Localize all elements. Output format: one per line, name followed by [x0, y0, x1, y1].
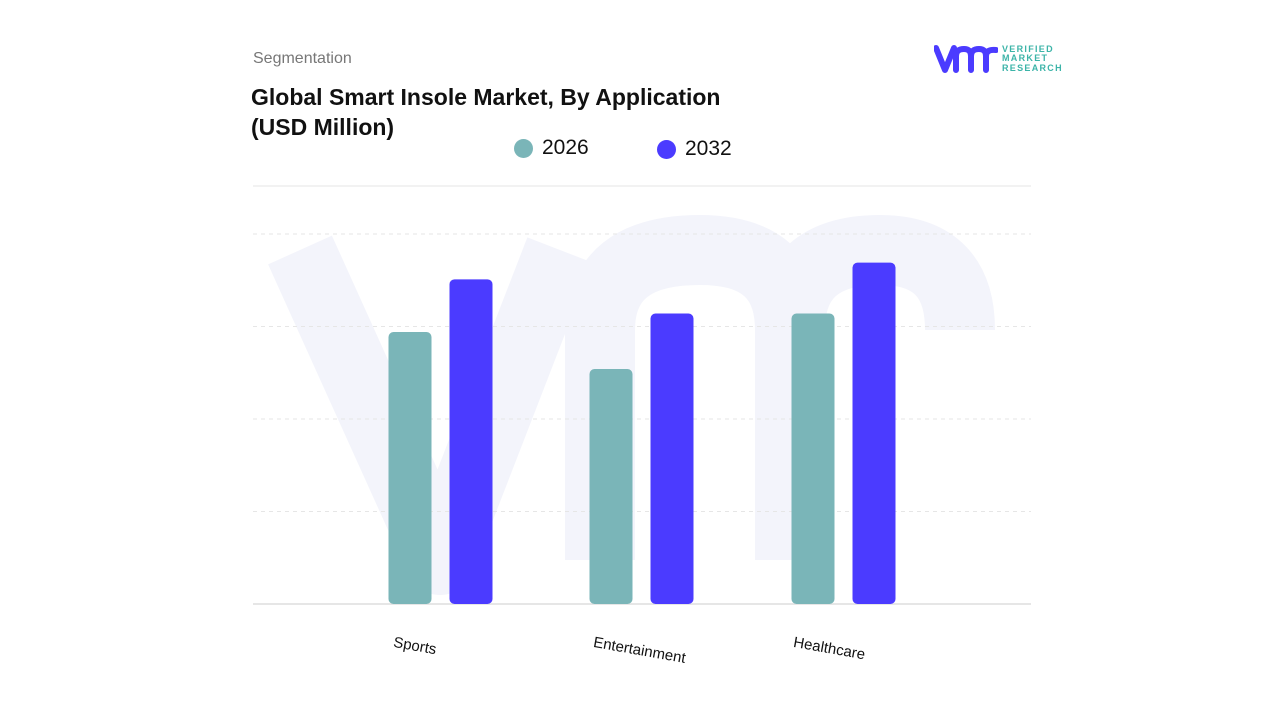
chart-title-main: Global Smart Insole Market, By Applicati… — [251, 84, 721, 110]
bar-sports-2032 — [449, 279, 493, 604]
legend-label-2032: 2032 — [685, 137, 732, 160]
logo-text: VERIFIED MARKET RESEARCH — [1002, 43, 1063, 74]
logo: VERIFIED MARKET RESEARCH — [934, 44, 1063, 74]
chart-subtitle: (USD Million) — [251, 114, 395, 140]
bar-sports-2026 — [388, 332, 432, 604]
vmr-logo-icon — [934, 45, 998, 73]
legend-item-2026: 2026 — [514, 136, 589, 160]
chart-title: Global Smart Insole Market, By Applicati… — [251, 82, 720, 142]
legend-dot-2026 — [514, 138, 533, 158]
bar-healthcare-2026 — [791, 313, 835, 604]
logo-line1: VERIFIED — [1002, 43, 1054, 54]
bar-entertainment-2026 — [589, 369, 633, 604]
logo-line2: MARKET — [1002, 53, 1049, 64]
bar-healthcare-2032 — [852, 262, 896, 604]
logo-line3: RESEARCH — [1002, 62, 1063, 73]
legend-label-2026: 2026 — [542, 136, 589, 159]
segment-label: Segmentation — [253, 50, 352, 67]
bar-entertainment-2032 — [650, 313, 694, 604]
watermark-logo — [268, 214, 995, 595]
legend-dot-2032 — [657, 139, 676, 159]
legend-item-2032: 2032 — [657, 137, 732, 161]
